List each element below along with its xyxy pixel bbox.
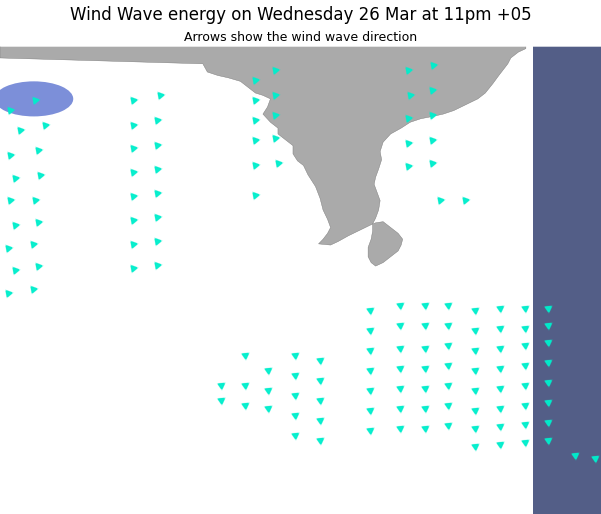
Polygon shape bbox=[0, 41, 526, 245]
Text: Wind Wave energy on Wednesday 26 Mar at 11pm +05: Wind Wave energy on Wednesday 26 Mar at … bbox=[70, 6, 531, 24]
Ellipse shape bbox=[0, 81, 73, 117]
Text: Arrows show the wind wave direction: Arrows show the wind wave direction bbox=[184, 30, 417, 44]
Polygon shape bbox=[368, 222, 403, 266]
Bar bbox=[534, 46, 601, 514]
